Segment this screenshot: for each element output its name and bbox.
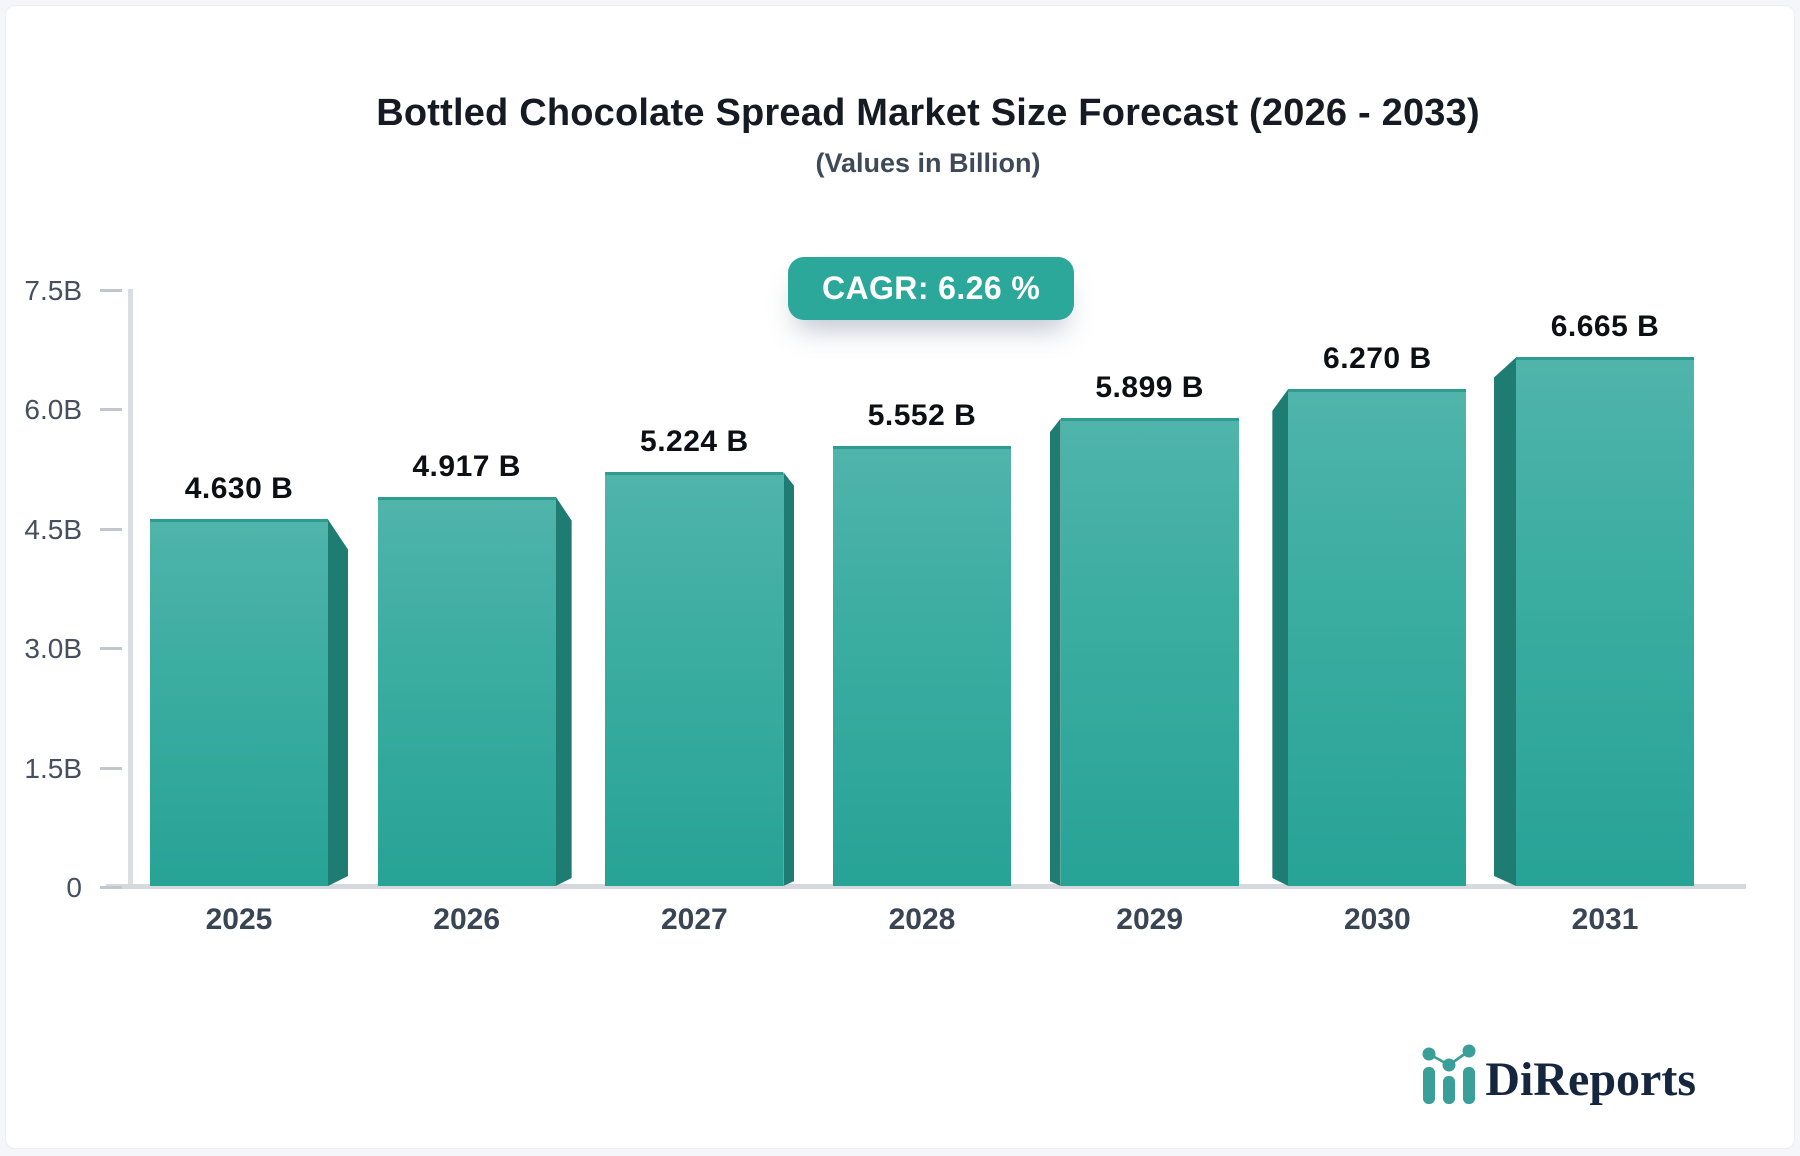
bar-2028 <box>833 446 1011 886</box>
bar-2026 <box>377 496 556 886</box>
y-axis-tick-dash <box>100 886 122 889</box>
cagr-badge: CAGR: 6.26 % <box>788 257 1075 320</box>
x-axis-label: 2029 <box>1116 903 1184 936</box>
x-axis-label: 2028 <box>888 903 956 936</box>
x-axis-label: 2026 <box>433 903 501 936</box>
y-axis-tick-label: 6.0B <box>24 394 82 426</box>
x-axis-label: 2031 <box>1571 903 1639 936</box>
y-axis-line <box>128 289 133 888</box>
bar-value-label: 5.899 B <box>1095 371 1204 405</box>
bar-value-label: 5.224 B <box>640 425 749 459</box>
y-axis-tick-dash <box>100 766 122 770</box>
bar-value-label: 6.665 B <box>1550 310 1660 344</box>
bar-side-3d <box>328 519 348 886</box>
y-axis-tick-dash <box>100 647 122 651</box>
bar-side-3d <box>1494 357 1516 886</box>
y-axis-tick-label: 0 <box>66 872 82 903</box>
y-axis-tick-label: 3.0B <box>24 633 82 665</box>
logo-text: DiReports <box>1485 1053 1696 1106</box>
cagr-badge-label: CAGR: <box>822 270 929 306</box>
bar-side-3d <box>1272 389 1288 886</box>
x-axis-label: 2027 <box>660 903 728 936</box>
bar-value-label: 4.917 B <box>412 449 521 483</box>
bar-value-label: 6.270 B <box>1323 341 1432 375</box>
bar-2031 <box>1516 357 1695 886</box>
bar-chart-logo-icon <box>1422 1044 1476 1104</box>
y-axis-tick-dash <box>100 408 122 412</box>
y-axis-tick-label: 4.5B <box>24 513 82 545</box>
bar-value-label: 4.630 B <box>184 472 294 506</box>
bar-side-3d <box>556 497 572 886</box>
x-axis-line <box>106 884 1746 889</box>
y-axis-tick-label: 1.5B <box>24 752 82 784</box>
bar-2027 <box>605 472 784 886</box>
y-axis-tick-label: 7.5B <box>24 275 82 306</box>
bar-2029 <box>1060 418 1239 886</box>
chart-subtitle: (Values in Billion) <box>815 148 1041 178</box>
y-axis-tick-dash <box>100 289 122 292</box>
bar-2025 <box>150 519 328 886</box>
bar-value-label: 5.552 B <box>867 399 977 433</box>
bar-side-3d <box>783 472 794 886</box>
y-axis-tick-dash <box>100 527 122 531</box>
direports-logo[interactable]: DiReports <box>1421 1040 1696 1104</box>
x-axis-label: 2025 <box>205 903 273 936</box>
chart-title: Bottled Chocolate Spread Market Size For… <box>376 92 1480 134</box>
bar-2030 <box>1288 388 1467 886</box>
bar-side-3d <box>1050 418 1061 886</box>
x-axis-label: 2030 <box>1343 903 1411 936</box>
cagr-badge-value: 6.26 % <box>938 270 1041 306</box>
